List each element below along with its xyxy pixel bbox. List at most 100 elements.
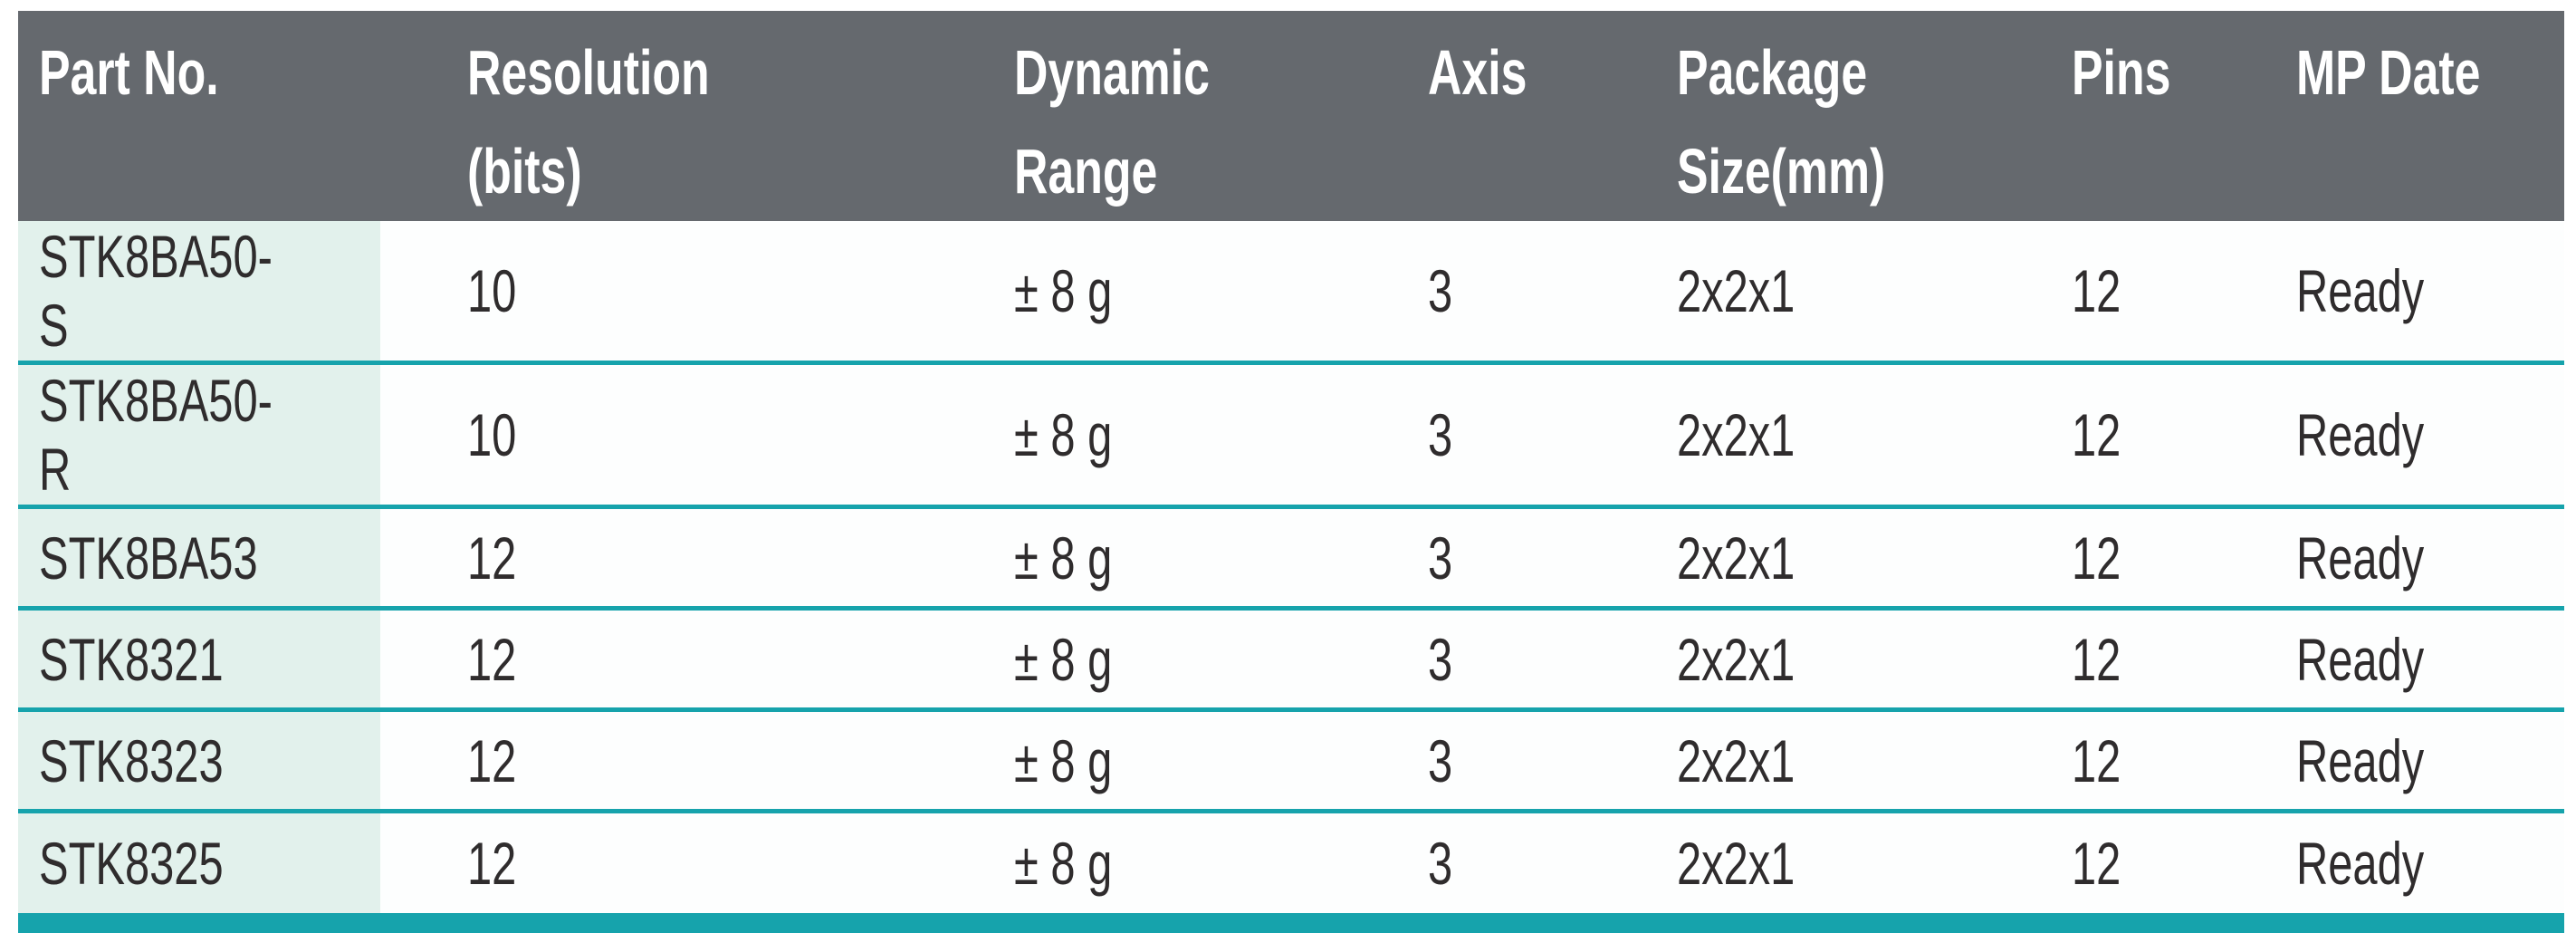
cell-axis: 3 <box>1410 221 1659 363</box>
table-header: Part No. Resolution (bits) Dynamic Range… <box>18 11 2564 221</box>
dynamic-range-text: ± 8 g <box>1014 524 1113 592</box>
resolution-text: 12 <box>467 829 517 897</box>
column-header-label: Package Size(mm) <box>1677 37 1886 207</box>
cell-package-size: 2x2x1 <box>1659 507 2054 609</box>
pins-text: 12 <box>2072 726 2121 794</box>
cell-dynamic-range: ± 8 g <box>996 609 1410 710</box>
package-size-text: 2x2x1 <box>1677 625 1796 693</box>
cell-part-no: STK8BA50-R <box>18 362 380 507</box>
pins-text: 12 <box>2072 625 2121 693</box>
table-row: STK8325 12 ± 8 g 3 2x2x1 12 Ready <box>18 811 2564 913</box>
table-row: STK8323 12 ± 8 g 3 2x2x1 12 Ready <box>18 709 2564 812</box>
dynamic-range-text: ± 8 g <box>1014 625 1113 693</box>
table-bottom-bar <box>18 912 2564 933</box>
cell-dynamic-range: ± 8 g <box>996 812 1410 913</box>
cell-pins: 12 <box>2054 609 2278 710</box>
resolution-text: 12 <box>467 524 517 592</box>
dynamic-range-text: ± 8 g <box>1014 829 1113 897</box>
resolution-text: 10 <box>467 257 517 324</box>
cell-mp-date: Ready <box>2278 812 2564 913</box>
cell-package-size: 2x2x1 <box>1659 221 2054 363</box>
package-size-text: 2x2x1 <box>1677 829 1796 897</box>
column-header-pins: Pins <box>2054 11 2278 221</box>
pins-text: 12 <box>2072 257 2121 324</box>
package-size-text: 2x2x1 <box>1677 401 1796 468</box>
mp-date-text: Ready <box>2296 524 2425 592</box>
cell-pins: 12 <box>2054 507 2278 609</box>
mp-date-text: Ready <box>2296 726 2425 794</box>
cell-dynamic-range: ± 8 g <box>996 363 1410 507</box>
cell-dynamic-range: ± 8 g <box>996 710 1410 812</box>
cell-resolution: 10 <box>380 363 996 507</box>
cell-part-no: STK8BA53 <box>18 506 380 609</box>
column-header-label: Part No. <box>39 37 219 108</box>
cell-package-size: 2x2x1 <box>1659 609 2054 710</box>
resolution-text: 10 <box>467 401 517 468</box>
pins-text: 12 <box>2072 829 2121 897</box>
pins-text: 12 <box>2072 401 2121 468</box>
mp-date-text: Ready <box>2296 625 2425 693</box>
column-header-axis: Axis <box>1410 11 1659 221</box>
axis-text: 3 <box>1428 829 1453 897</box>
package-size-text: 2x2x1 <box>1677 726 1796 794</box>
cell-package-size: 2x2x1 <box>1659 812 2054 913</box>
part-number-text: STK8BA50-R <box>39 367 273 503</box>
cell-dynamic-range: ± 8 g <box>996 507 1410 609</box>
dynamic-range-text: ± 8 g <box>1014 257 1113 324</box>
table-row: STK8BA53 12 ± 8 g 3 2x2x1 12 Ready <box>18 506 2564 609</box>
mp-date-text: Ready <box>2296 257 2425 324</box>
part-number-text: STK8323 <box>39 726 224 794</box>
cell-mp-date: Ready <box>2278 507 2564 609</box>
cell-pins: 12 <box>2054 812 2278 913</box>
resolution-text: 12 <box>467 625 517 693</box>
column-header-label: Axis <box>1428 37 1527 108</box>
dynamic-range-text: ± 8 g <box>1014 401 1113 468</box>
axis-text: 3 <box>1428 625 1453 693</box>
cell-axis: 3 <box>1410 710 1659 812</box>
package-size-text: 2x2x1 <box>1677 524 1796 592</box>
column-header-mp-date: MP Date <box>2278 11 2564 221</box>
cell-resolution: 12 <box>380 507 996 609</box>
dynamic-range-text: ± 8 g <box>1014 726 1113 794</box>
axis-text: 3 <box>1428 257 1453 324</box>
pins-text: 12 <box>2072 524 2121 592</box>
part-number-text: STK8321 <box>39 625 224 693</box>
resolution-text: 12 <box>467 726 517 794</box>
product-spec-table-container: Part No. Resolution (bits) Dynamic Range… <box>18 11 2564 933</box>
cell-resolution: 12 <box>380 812 996 913</box>
column-header-label: MP Date <box>2296 37 2481 108</box>
cell-part-no: STK8BA50-S <box>18 221 380 363</box>
cell-part-no: STK8323 <box>18 709 380 812</box>
cell-resolution: 10 <box>380 221 996 363</box>
part-number-text: STK8BA50-S <box>39 223 273 359</box>
cell-mp-date: Ready <box>2278 221 2564 363</box>
part-number-text: STK8325 <box>39 829 224 897</box>
cell-part-no: STK8325 <box>18 811 380 913</box>
table-body: STK8BA50-S 10 ± 8 g 3 2x2x1 12 Ready STK… <box>18 221 2564 913</box>
table-row: STK8BA50-S 10 ± 8 g 3 2x2x1 12 Ready <box>18 221 2564 363</box>
table-row: STK8321 12 ± 8 g 3 2x2x1 12 Ready <box>18 608 2564 710</box>
cell-pins: 12 <box>2054 710 2278 812</box>
column-header-resolution: Resolution (bits) <box>380 11 996 221</box>
cell-package-size: 2x2x1 <box>1659 363 2054 507</box>
product-spec-table: Part No. Resolution (bits) Dynamic Range… <box>18 11 2564 913</box>
cell-package-size: 2x2x1 <box>1659 710 2054 812</box>
column-header-package-size: Package Size(mm) <box>1659 11 2054 221</box>
cell-part-no: STK8321 <box>18 608 380 710</box>
table-row: STK8BA50-R 10 ± 8 g 3 2x2x1 12 Ready <box>18 362 2564 507</box>
column-header-label: Resolution (bits) <box>467 37 710 207</box>
cell-pins: 12 <box>2054 221 2278 363</box>
column-header-dynamic-range: Dynamic Range <box>996 11 1410 221</box>
axis-text: 3 <box>1428 401 1453 468</box>
cell-axis: 3 <box>1410 812 1659 913</box>
cell-pins: 12 <box>2054 363 2278 507</box>
part-number-text: STK8BA53 <box>39 524 258 592</box>
header-row: Part No. Resolution (bits) Dynamic Range… <box>18 11 2564 221</box>
cell-dynamic-range: ± 8 g <box>996 221 1410 363</box>
mp-date-text: Ready <box>2296 401 2425 468</box>
cell-resolution: 12 <box>380 609 996 710</box>
axis-text: 3 <box>1428 726 1453 794</box>
column-header-label: Dynamic Range <box>1014 37 1210 207</box>
cell-resolution: 12 <box>380 710 996 812</box>
axis-text: 3 <box>1428 524 1453 592</box>
